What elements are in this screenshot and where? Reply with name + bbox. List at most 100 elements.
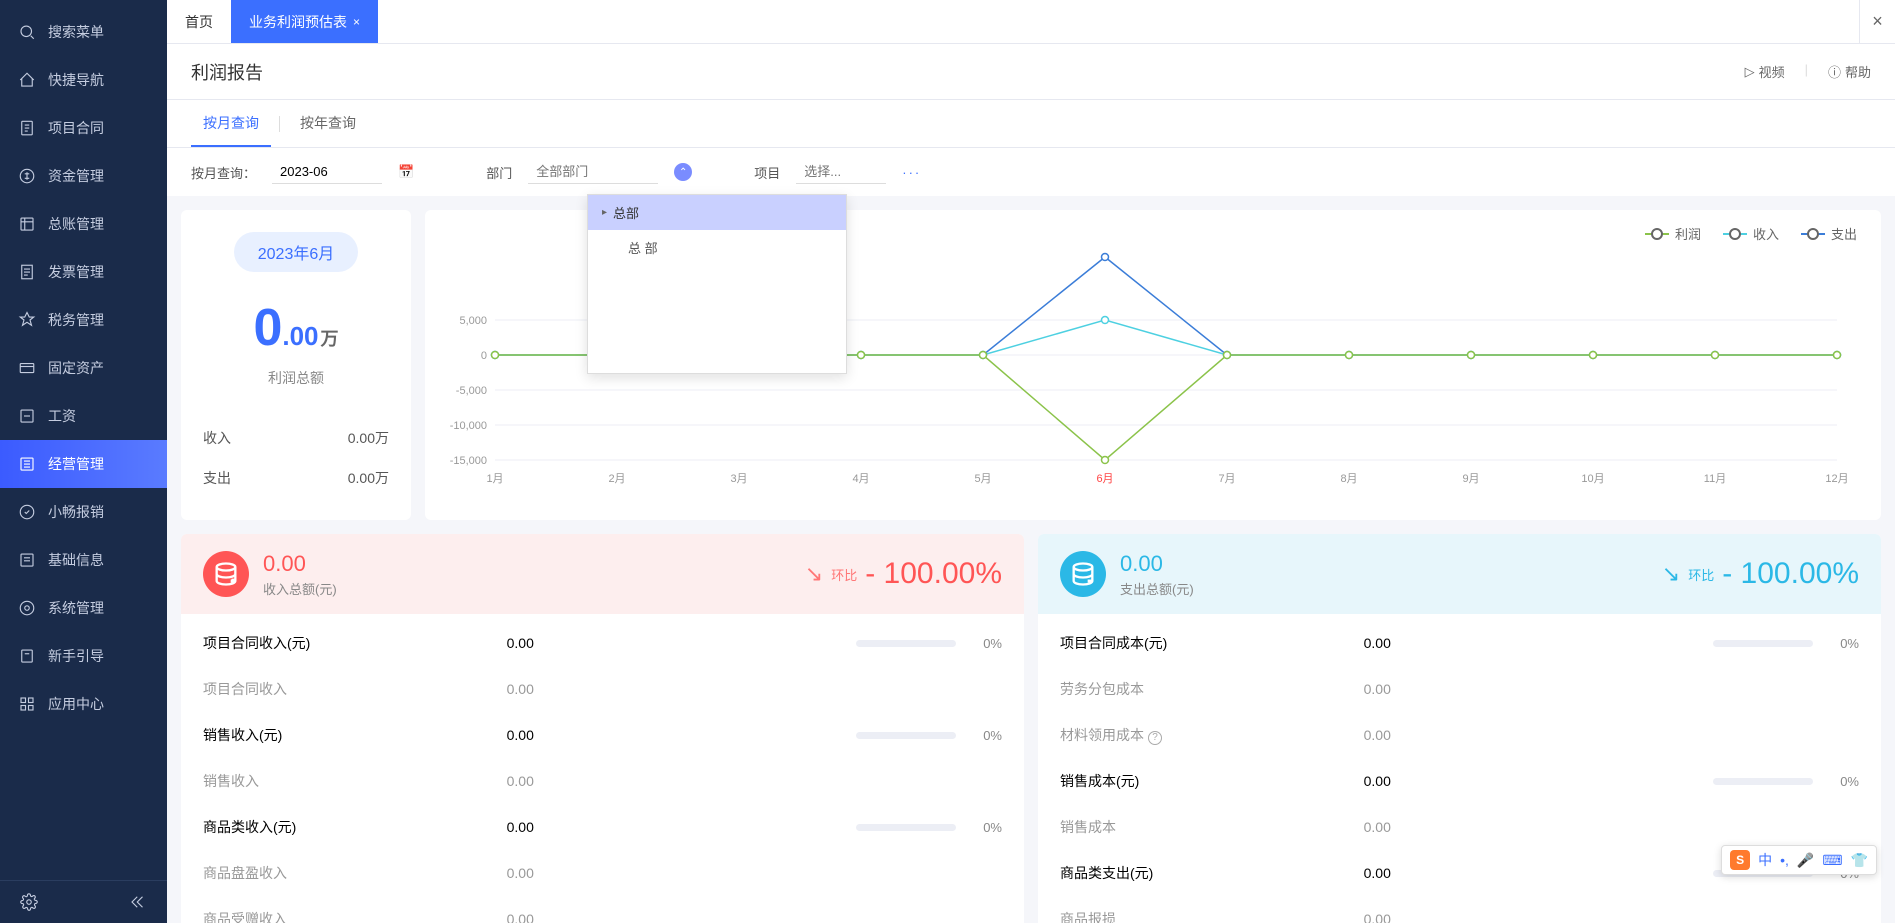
search-icon xyxy=(18,23,36,41)
summary-row-value: 0.00万 xyxy=(348,468,389,488)
calendar-icon[interactable]: 📅 xyxy=(398,164,414,180)
dropdown-item[interactable]: ▸总部 xyxy=(588,195,846,230)
sidebar-item-label: 新手引导 xyxy=(48,646,104,666)
sidebar-item-salary[interactable]: 工资 xyxy=(0,392,167,440)
sidebar-item-doc[interactable]: 项目合同 xyxy=(0,104,167,152)
sidebar-item-info[interactable]: 基础信息 xyxy=(0,536,167,584)
sidebar: 搜索菜单快捷导航项目合同资金管理总账管理发票管理税务管理固定资产工资经营管理小畅… xyxy=(0,0,167,923)
row-name: 销售收入 xyxy=(203,771,507,791)
money-icon xyxy=(18,167,36,185)
svg-text:4月: 4月 xyxy=(852,473,869,485)
row-pct: 0% xyxy=(966,820,1002,835)
row-value: 0.00 xyxy=(1364,911,1540,923)
summary-row-label: 收入 xyxy=(203,428,231,448)
income-panel: 0.00 收入总额(元) ↘ 环比 - 100.00% 项目合同收入(元) 0.… xyxy=(181,534,1024,923)
info-icon[interactable]: ? xyxy=(1148,731,1162,745)
ime-mic-icon[interactable]: 🎤 xyxy=(1797,852,1814,869)
tab-yearly[interactable]: 按年查询 xyxy=(288,101,368,147)
ime-voice-icon[interactable]: •, xyxy=(1780,852,1789,868)
sidebar-item-biz[interactable]: 经营管理 xyxy=(0,440,167,488)
profit-total-label: 利润总额 xyxy=(268,368,324,388)
ime-lang[interactable]: 中 xyxy=(1758,850,1772,870)
video-link[interactable]: ▷视频 xyxy=(1745,62,1785,81)
ime-toolbar[interactable]: S 中 •, 🎤 ⌨ 👕 xyxy=(1721,845,1877,875)
apps-icon xyxy=(18,695,36,713)
sidebar-item-money[interactable]: 资金管理 xyxy=(0,152,167,200)
row-pct: 0% xyxy=(966,636,1002,651)
svg-text:6月: 6月 xyxy=(1096,473,1113,485)
close-all-tabs-button[interactable]: × xyxy=(1859,0,1895,43)
svg-text:8月: 8月 xyxy=(1340,473,1357,485)
svg-text:-10,000: -10,000 xyxy=(450,420,487,432)
row-value: 0.00 xyxy=(507,911,683,923)
svg-text:3月: 3月 xyxy=(730,473,747,485)
progress-bar xyxy=(856,732,956,739)
dept-input[interactable] xyxy=(528,160,658,184)
panel-row: 销售收入 0.00 xyxy=(203,758,1002,804)
income-total-label: 收入总额(元) xyxy=(263,579,337,598)
salary-icon xyxy=(18,407,36,425)
page-title: 利润报告 xyxy=(191,59,263,85)
trend-down-icon: ↘ xyxy=(805,561,823,587)
sidebar-item-system[interactable]: 系统管理 xyxy=(0,584,167,632)
divider xyxy=(279,116,280,132)
filter-row: 按月查询： 📅 部门 ⌃ 项目 ··· ▸总部总 部 xyxy=(167,148,1895,196)
proj-more-icon[interactable]: ··· xyxy=(902,165,921,180)
expense-total-value: 0.00 xyxy=(1120,551,1194,577)
sidebar-item-guide[interactable]: 新手引导 xyxy=(0,632,167,680)
sidebar-item-apps[interactable]: 应用中心 xyxy=(0,680,167,728)
sidebar-item-reimburse[interactable]: 小畅报销 xyxy=(0,488,167,536)
sidebar-item-label: 系统管理 xyxy=(48,598,104,618)
ime-badge-icon: S xyxy=(1730,850,1750,870)
svg-text:5月: 5月 xyxy=(974,473,991,485)
sidebar-item-home[interactable]: 快捷导航 xyxy=(0,56,167,104)
svg-text:-15,000: -15,000 xyxy=(450,455,487,467)
tab-monthly[interactable]: 按月查询 xyxy=(191,101,271,147)
legend-item: 收入 xyxy=(1723,224,1779,243)
dropdown-item[interactable]: 总 部 xyxy=(588,230,846,265)
ime-kbd-icon[interactable]: ⌨ xyxy=(1822,852,1842,869)
row-name: 商品类支出(元) xyxy=(1060,863,1364,883)
row-value: 0.00 xyxy=(1364,681,1540,697)
sub-tabs: 按月查询 按年查询 xyxy=(167,100,1895,148)
proj-input[interactable] xyxy=(796,160,886,184)
row-value: 0.00 xyxy=(1364,865,1540,881)
legend-label: 支出 xyxy=(1831,224,1857,243)
settings-icon[interactable] xyxy=(20,893,38,911)
row-value: 0.00 xyxy=(507,819,683,835)
period-badge: 2023年6月 xyxy=(234,232,359,272)
row-name: 销售成本(元) xyxy=(1060,771,1364,791)
home-icon xyxy=(18,71,36,89)
row-pct: 0% xyxy=(1823,636,1859,651)
collapse-icon[interactable] xyxy=(129,893,147,911)
date-input[interactable] xyxy=(272,160,382,184)
tab[interactable]: 业务利润预估表× xyxy=(231,0,378,43)
help-link[interactable]: ⓘ帮助 xyxy=(1828,62,1871,81)
row-name: 项目合同成本(元) xyxy=(1060,633,1364,653)
sidebar-item-label: 小畅报销 xyxy=(48,502,104,522)
svg-text:1月: 1月 xyxy=(486,473,503,485)
row-value: 0.00 xyxy=(507,865,683,881)
row-name: 商品受赠收入 xyxy=(203,909,507,923)
page-header: 利润报告 ▷视频 | ⓘ帮助 xyxy=(167,44,1895,100)
tab[interactable]: 首页 xyxy=(167,0,231,43)
legend-item: 利润 xyxy=(1645,224,1701,243)
sidebar-item-search[interactable]: 搜索菜单 xyxy=(0,8,167,56)
dept-chevron-icon[interactable]: ⌃ xyxy=(674,163,692,181)
row-name: 项目合同收入 xyxy=(203,679,507,699)
panel-row: 材料领用成本? 0.00 xyxy=(1060,712,1859,758)
sidebar-item-label: 搜索菜单 xyxy=(48,22,104,42)
profit-total-value: 0.00万 xyxy=(253,298,338,358)
sidebar-item-asset[interactable]: 固定资产 xyxy=(0,344,167,392)
sidebar-item-invoice[interactable]: 发票管理 xyxy=(0,248,167,296)
date-label: 按月查询： xyxy=(191,163,256,182)
ime-skin-icon[interactable]: 👕 xyxy=(1851,852,1868,869)
row-value: 0.00 xyxy=(1364,635,1540,651)
close-icon[interactable]: × xyxy=(353,15,360,29)
sidebar-item-tax[interactable]: 税务管理 xyxy=(0,296,167,344)
info-icon xyxy=(18,551,36,569)
sidebar-item-label: 经营管理 xyxy=(48,454,104,474)
panel-row: 项目合同收入 0.00 xyxy=(203,666,1002,712)
row-name: 项目合同收入(元) xyxy=(203,633,507,653)
sidebar-item-ledger[interactable]: 总账管理 xyxy=(0,200,167,248)
